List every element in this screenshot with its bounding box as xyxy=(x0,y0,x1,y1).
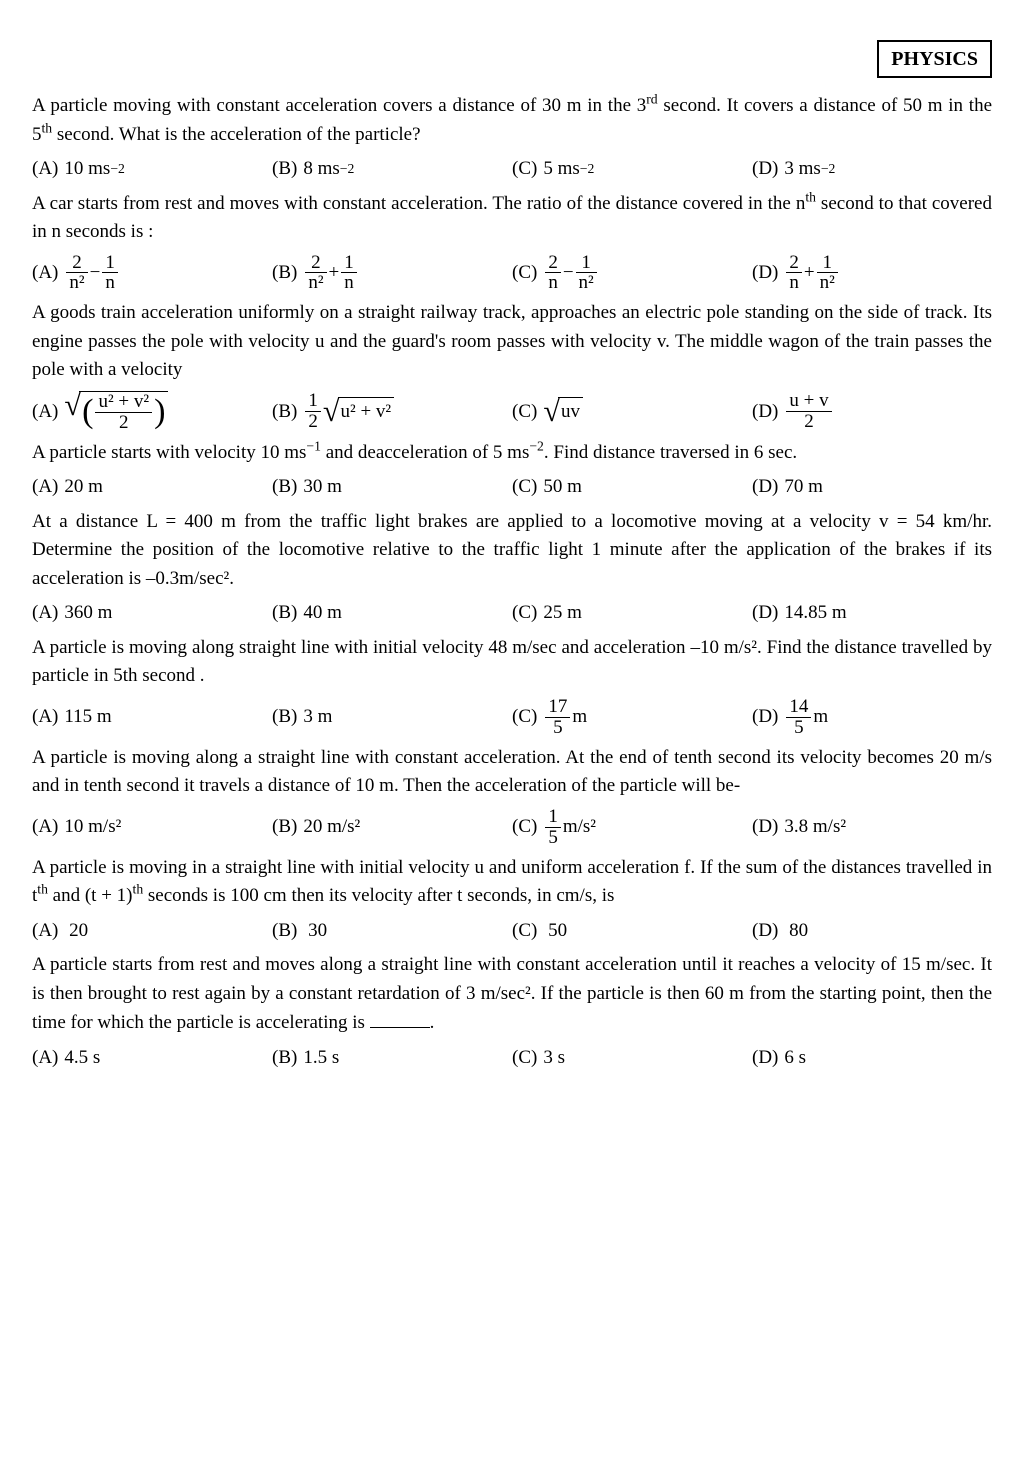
fill-blank xyxy=(370,1008,430,1028)
q8-option-a: (A) 20 xyxy=(32,917,272,946)
q6-option-b: (B)3 m xyxy=(272,697,512,738)
question-4-options: (A)20 m (B)30 m (C)50 m (D)70 m xyxy=(32,473,992,502)
q1-option-b: (B)8 ms−2 xyxy=(272,155,512,184)
question-7-options: (A)10 m/s² (B)20 m/s² (C) 15m/s² (D)3.8 … xyxy=(32,807,992,848)
question-6-options: (A)115 m (B)3 m (C) 175 m (D) 145 m xyxy=(32,697,992,738)
q5-option-c: (C)25 m xyxy=(512,599,752,628)
question-8: A particle is moving in a straight line … xyxy=(32,854,992,911)
subject-badge: PHYSICS xyxy=(877,40,992,78)
q5-option-a: (A)360 m xyxy=(32,599,272,628)
question-6: A particle is moving along straight line… xyxy=(32,634,992,691)
question-3: A goods train acceleration uniformly on … xyxy=(32,299,992,385)
q2-option-b: (B) 2n² + 1n xyxy=(272,253,512,294)
question-5-options: (A)360 m (B)40 m (C)25 m (D)14.85 m xyxy=(32,599,992,628)
q5-option-d: (D)14.85 m xyxy=(752,599,992,628)
q9-option-b: (B)1.5 s xyxy=(272,1044,512,1073)
q7-option-d: (D)3.8 m/s² xyxy=(752,807,992,848)
q4-option-a: (A)20 m xyxy=(32,473,272,502)
q2-option-d: (D) 2n + 1n² xyxy=(752,253,992,294)
q3-option-c: (C) √uv xyxy=(512,391,752,433)
q7-option-a: (A)10 m/s² xyxy=(32,807,272,848)
q1-option-d: (D)3 ms−2 xyxy=(752,155,992,184)
q2-option-c: (C) 2n − 1n² xyxy=(512,253,752,294)
q1-option-c: (C)5 ms−2 xyxy=(512,155,752,184)
q9-option-c: (C)3 s xyxy=(512,1044,752,1073)
q2-option-a: (A) 2n² − 1n xyxy=(32,253,272,294)
q6-option-c: (C) 175 m xyxy=(512,697,752,738)
q4-option-c: (C)50 m xyxy=(512,473,752,502)
q5-option-b: (B)40 m xyxy=(272,599,512,628)
q4-option-d: (D)70 m xyxy=(752,473,992,502)
q9-option-d: (D)6 s xyxy=(752,1044,992,1073)
q3-option-d: (D) u + v2 xyxy=(752,391,992,433)
q8-option-b: (B) 30 xyxy=(272,917,512,946)
question-1-options: (A)10 ms−2 (B)8 ms−2 (C)5 ms−2 (D)3 ms−2 xyxy=(32,155,992,184)
question-8-options: (A) 20 (B) 30 (C) 50 (D) 80 xyxy=(32,917,992,946)
q6-option-d: (D) 145 m xyxy=(752,697,992,738)
question-9-options: (A)4.5 s (B)1.5 s (C)3 s (D)6 s xyxy=(32,1044,992,1073)
question-9: A particle starts from rest and moves al… xyxy=(32,951,992,1038)
q1-option-a: (A)10 ms−2 xyxy=(32,155,272,184)
q3-option-a: (A) √(u² + v²2) xyxy=(32,391,272,433)
q6-option-a: (A)115 m xyxy=(32,697,272,738)
q8-option-c: (C) 50 xyxy=(512,917,752,946)
question-7: A particle is moving along a straight li… xyxy=(32,744,992,801)
q7-option-b: (B)20 m/s² xyxy=(272,807,512,848)
q3-option-b: (B) 12 √u² + v² xyxy=(272,391,512,433)
question-2-options: (A) 2n² − 1n (B) 2n² + 1n (C) 2n − 1n² (… xyxy=(32,253,992,294)
question-4: A particle starts with velocity 10 ms−1 … xyxy=(32,439,992,468)
question-3-options: (A) √(u² + v²2) (B) 12 √u² + v² (C) √uv … xyxy=(32,391,992,433)
question-2: A car starts from rest and moves with co… xyxy=(32,190,992,247)
question-1: A particle moving with constant accelera… xyxy=(32,92,992,149)
q8-option-d: (D) 80 xyxy=(752,917,992,946)
q7-option-c: (C) 15m/s² xyxy=(512,807,752,848)
question-5: At a distance L = 400 m from the traffic… xyxy=(32,508,992,594)
q4-option-b: (B)30 m xyxy=(272,473,512,502)
q9-option-a: (A)4.5 s xyxy=(32,1044,272,1073)
